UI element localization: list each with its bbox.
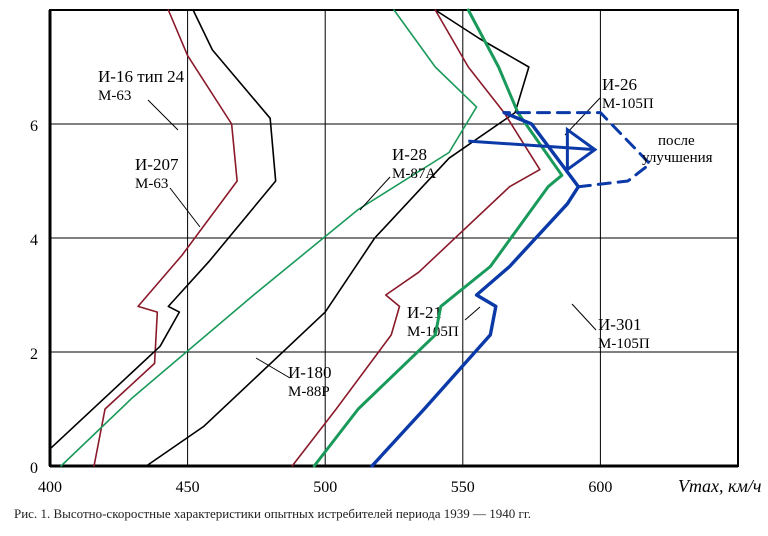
svg-text:2: 2 — [30, 346, 38, 363]
svg-text:6: 6 — [30, 118, 38, 135]
svg-text:М-88Р: М-88Р — [288, 384, 330, 400]
label-i180: И-180 — [288, 363, 331, 382]
label-i28: И-28 — [392, 145, 427, 164]
label-i26: И-26 — [602, 75, 637, 94]
svg-text:М-105П: М-105П — [602, 96, 654, 112]
svg-text:0: 0 — [30, 460, 38, 477]
improvement-note: после — [658, 133, 695, 149]
svg-text:М-105П: М-105П — [598, 336, 650, 352]
x-axis-label: Vmax, км/ч — [678, 476, 761, 496]
label-i207: И-207 — [135, 155, 179, 174]
svg-text:600: 600 — [588, 479, 612, 496]
svg-text:550: 550 — [451, 479, 475, 496]
svg-text:М-63: М-63 — [135, 176, 168, 192]
label-i21: И-21 — [407, 303, 442, 322]
svg-text:улучшения: улучшения — [642, 150, 713, 166]
svg-text:450: 450 — [176, 479, 200, 496]
svg-text:М-63: М-63 — [98, 88, 131, 104]
label-i16: И-16 тип 24 — [98, 67, 185, 86]
altitude-speed-chart: 400 450 500 550 600 0 2 4 6 Vmax, км/ч И-16 тип 24… — [0, 0, 768, 536]
label-i301: И-301 — [598, 315, 641, 334]
svg-text:М-87А: М-87А — [392, 166, 436, 182]
figure-caption: Рис. 1. Высотно-скоростные характеристик… — [14, 506, 531, 521]
svg-text:4: 4 — [30, 232, 38, 249]
svg-text:400: 400 — [38, 479, 62, 496]
svg-text:500: 500 — [313, 479, 337, 496]
